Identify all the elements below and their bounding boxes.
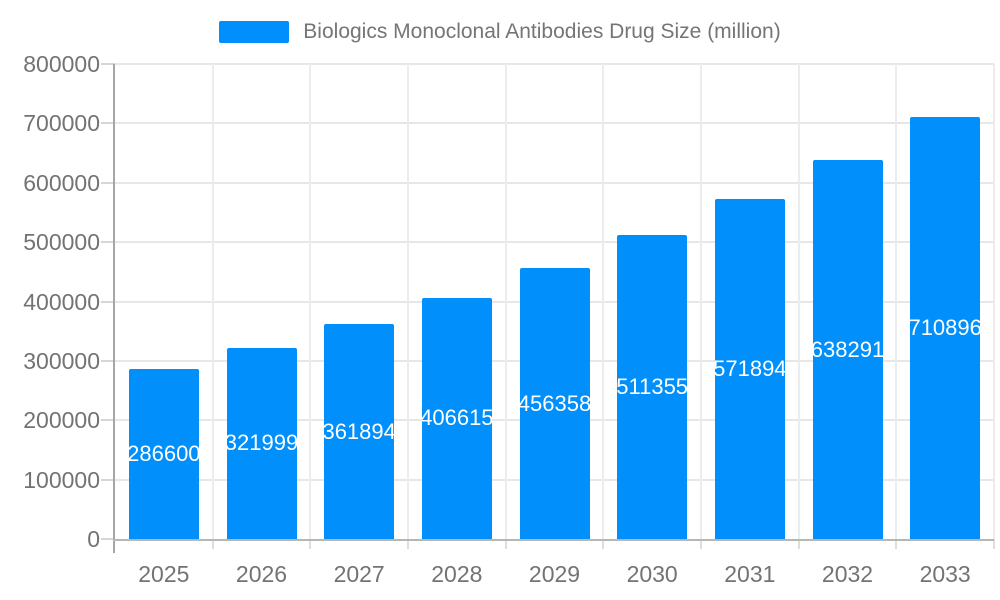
x-axis-tick-label: 2028 [431,561,483,587]
y-axis-tick [101,478,115,481]
y-axis-tick-label: 100000 [23,466,100,493]
x-gridline [993,64,995,539]
y-axis-tick [101,241,115,244]
bar-value-label: 321999 [226,430,297,456]
x-axis-tick-label: 2032 [821,561,874,587]
y-axis-tick [101,300,115,303]
y-axis-tick-label: 300000 [23,347,100,374]
legend-swatch [219,21,290,43]
x-gridline [211,64,214,539]
bar-2030: 511355 [617,235,688,539]
x-axis-tick-label: 2031 [724,561,776,587]
x-axis-tick [797,539,800,549]
bar-value-label: 406615 [421,405,492,431]
x-gridline [602,64,605,539]
y-axis-tick-label: 400000 [23,288,100,315]
y-axis-tick-label: 200000 [23,407,100,434]
x-axis-tick-label: 2030 [626,561,678,587]
x-gridline [504,64,507,539]
y-axis-tick-label: 600000 [23,169,100,196]
x-axis-tick [504,539,507,549]
bar-value-label: 511355 [617,374,688,400]
plot-area: 286600 321999 361894 406615 456358 511355 5718… [101,63,995,553]
y-gridline [115,122,994,125]
y-axis-tick-label: 800000 [23,51,100,77]
y-axis-tick-label: 0 [87,526,100,552]
bar-value-label: 710896 [910,314,981,340]
x-gridline [407,64,409,539]
x-axis-tick [895,539,898,549]
x-gridline [309,64,312,539]
bar-value-label: 286600 [128,440,199,466]
x-gridline [895,64,898,539]
bar-value-label: 571894 [714,356,785,382]
y-axis-tick [101,538,115,540]
x-axis-tick [309,539,312,549]
y-gridline [115,63,994,65]
legend-label: Biologics Monoclonal Antibodies Drug Siz… [303,20,781,43]
y-gridline [115,181,994,184]
legend: Biologics Monoclonal Antibodies Drug Siz… [0,18,1000,46]
x-axis-tick [211,539,214,549]
x-axis-tick-label: 2033 [919,561,971,587]
y-axis-tick [101,359,115,362]
y-gridline [115,241,994,244]
y-axis-tick-label: 700000 [23,110,100,137]
bar-2032: 638291 [812,160,883,539]
x-axis-tick-label: 2027 [333,561,385,587]
bar-value-label: 638291 [812,336,883,362]
x-axis-tick-label: 2026 [235,561,288,587]
bar-2027: 361894 [324,324,395,539]
y-axis-tick [101,63,115,65]
x-axis-tick-label: 2029 [528,561,581,587]
x-axis-tick [700,539,702,549]
bar-value-label: 361894 [324,418,395,444]
bar-2025: 286600 [128,368,199,539]
bar-2028: 406615 [421,297,492,539]
x-axis-line [113,539,994,541]
bar-2031: 571894 [714,199,785,539]
bar-2029: 456358 [519,268,590,539]
bar-value-label: 456358 [519,390,590,416]
y-axis-tick [101,122,115,125]
legend-item[interactable]: Biologics Monoclonal Antibodies Drug Siz… [219,20,781,44]
y-axis-tick-label: 500000 [23,229,100,256]
bar-2026: 321999 [226,347,297,539]
y-axis-line [113,64,115,553]
x-axis-tick [407,539,409,549]
y-axis-tick [101,419,115,422]
bar-2033: 710896 [910,116,981,539]
x-gridline [700,64,702,539]
x-axis-tick [993,539,995,549]
x-axis-tick [602,539,605,549]
x-gridline [797,64,800,539]
y-axis-tick [101,181,115,184]
x-axis-tick-label: 2025 [138,561,190,587]
